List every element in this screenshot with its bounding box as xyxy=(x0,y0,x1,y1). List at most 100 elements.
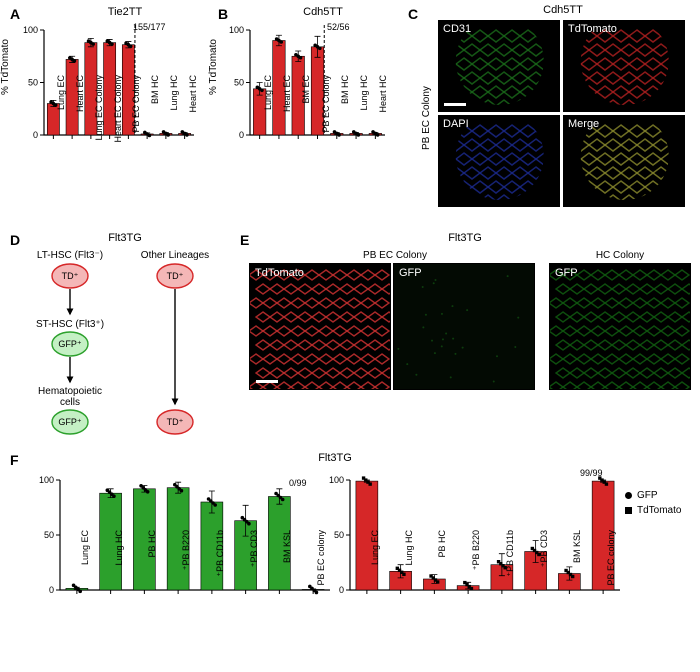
panel-f-ann-left: 0/99 xyxy=(289,478,307,488)
panel-f-xlabel: PB B220⁺ xyxy=(181,530,192,600)
svg-text:Hematopoieticcells: Hematopoieticcells xyxy=(38,386,102,408)
panel-f-xlabel: PB CD11b⁺ xyxy=(505,530,516,600)
svg-text:50: 50 xyxy=(28,78,38,88)
microscopy-tile-label: GFP xyxy=(399,267,422,279)
panel-a-ylabel: % TdTomato xyxy=(0,39,11,95)
panel-b-xlabel: BM EC xyxy=(301,75,311,145)
svg-text:TD⁺: TD⁺ xyxy=(167,271,184,281)
microscopy-tile-label: TdTomato xyxy=(255,267,304,279)
svg-text:LT-HSC (Flt3⁻): LT-HSC (Flt3⁻) xyxy=(37,250,103,261)
microscopy-tile: TdTomato xyxy=(563,20,685,112)
svg-text:TD⁺: TD⁺ xyxy=(62,271,79,281)
svg-text:50: 50 xyxy=(44,530,54,540)
panel-e-grid: TdTomato GFP GFP xyxy=(250,264,690,394)
svg-text:50: 50 xyxy=(334,530,344,540)
svg-text:100: 100 xyxy=(329,475,344,485)
microscopy-tile-label: DAPI xyxy=(443,118,469,130)
panel-f-legend: GFP TdTomato xyxy=(625,490,681,516)
panel-b-xlabel: BM HC xyxy=(340,75,350,145)
panel-f-xlabel: Lung HC xyxy=(404,530,414,600)
panel-b-xlabel: PB EC Colony xyxy=(321,75,331,145)
panel-a-xlabel: Lung HC xyxy=(169,75,179,145)
microscopy-tile: Merge xyxy=(563,115,685,207)
panel-a-xlabel: Lung EC Colony xyxy=(94,75,104,145)
panel-c-side-label: PB EC Colony xyxy=(421,86,432,150)
panel-b-xlabel: Heart HC xyxy=(378,75,388,145)
microscopy-tile-label: GFP xyxy=(555,267,578,279)
svg-text:TD⁺: TD⁺ xyxy=(167,417,184,427)
microscopy-tile-label: CD31 xyxy=(443,23,471,35)
panel-f-xlabel: PB CD3⁺ xyxy=(249,530,260,600)
panel-b-annotation: 52/56 xyxy=(327,22,350,32)
panel-e-left-label: PB EC Colony xyxy=(320,250,470,261)
panel-a-xlabel: BM HC xyxy=(150,75,160,145)
panel-c-label: C xyxy=(408,6,418,22)
panel-f-ann-right: 99/99 xyxy=(580,468,603,478)
microscopy-tile: TdTomato xyxy=(250,264,390,389)
panel-e-label: E xyxy=(240,232,249,248)
legend-td: TdTomato xyxy=(625,505,681,516)
scale-bar xyxy=(256,380,278,383)
panel-a-xlabel: Heart EC Colony xyxy=(113,75,123,145)
panel-c-grid: CD31 TdTomato DAPI Merge xyxy=(438,20,688,208)
panel-c: C Cdh5TT PB EC Colony CD31 TdTomato DAPI Me… xyxy=(408,0,688,215)
svg-text:GFP⁺: GFP⁺ xyxy=(58,417,82,427)
microscopy-tile-label: Merge xyxy=(568,118,599,130)
panel-f-xlabel: PB CD3⁺ xyxy=(539,530,550,600)
panel-b-title: Cdh5TT xyxy=(268,6,378,18)
panel-f-xlabel: PB HC xyxy=(147,530,157,600)
panel-f-xlabel: PB B220⁺ xyxy=(471,530,482,600)
panel-b-xlabel: Heart EC xyxy=(282,75,292,145)
panel-b-xlabel: Lung EC xyxy=(263,75,273,145)
microscopy-tile: DAPI xyxy=(438,115,560,207)
panel-f-xlabel: PB HC xyxy=(437,530,447,600)
svg-text:100: 100 xyxy=(23,25,38,35)
legend-gfp-label: GFP xyxy=(637,490,658,501)
panel-e: E Flt3TG PB EC Colony HC Colony TdTomato… xyxy=(240,232,690,407)
panel-f-xlabel: PB EC colony xyxy=(316,530,326,600)
microscopy-tile-label: TdTomato xyxy=(568,23,617,35)
svg-text:0: 0 xyxy=(33,130,38,140)
panel-e-title: Flt3TG xyxy=(410,232,520,244)
svg-text:0: 0 xyxy=(239,130,244,140)
panel-e-right-label: HC Colony xyxy=(550,250,690,261)
svg-text:ST-HSC (Flt3⁺): ST-HSC (Flt3⁺) xyxy=(36,319,104,330)
legend-td-label: TdTomato xyxy=(637,505,681,516)
panel-c-title: Cdh5TT xyxy=(508,4,618,16)
panel-f-xlabel: Lung EC xyxy=(370,530,380,600)
microscopy-tile: GFP xyxy=(550,264,690,389)
panel-f-xlabel: BM KSL xyxy=(282,530,292,600)
panel-a-xlabel: Heart HC xyxy=(188,75,198,145)
scale-bar xyxy=(444,103,466,106)
panel-d: D Flt3TG LT-HSC (Flt3⁻)Other LineagesTD⁺… xyxy=(10,232,225,452)
panel-a-xlabel: PB EC Colony xyxy=(131,75,141,145)
legend-gfp: GFP xyxy=(625,490,681,501)
panel-a-xlabel: Lung EC xyxy=(56,75,66,145)
panel-f-label: F xyxy=(10,452,19,468)
panel-d-diagram: LT-HSC (Flt3⁻) Other Lineages TD⁺ ST-HSC (F… xyxy=(10,244,225,454)
panel-f-xlabel: Lung EC xyxy=(80,530,90,600)
panel-b-xlabel: Lung HC xyxy=(359,75,369,145)
panel-f: F Flt3TG 050100050100 Lung ECLung HCPB H… xyxy=(10,450,690,670)
panel-a-annotation: 155/177 xyxy=(133,22,166,32)
panel-a-xlabel: Heart EC xyxy=(75,75,85,145)
panel-f-xlabel: PB EC colony xyxy=(606,530,616,600)
square-icon xyxy=(625,507,632,514)
circle-icon xyxy=(625,492,632,499)
panel-a-title: Tie2TT xyxy=(70,6,180,18)
svg-text:0: 0 xyxy=(49,585,54,595)
svg-text:Other Lineages: Other Lineages xyxy=(141,250,209,261)
svg-text:50: 50 xyxy=(234,78,244,88)
panel-f-xlabel: PB CD11b⁺ xyxy=(215,530,226,600)
microscopy-tile: GFP xyxy=(394,264,534,389)
svg-text:100: 100 xyxy=(39,475,54,485)
panel-b: B Cdh5TT 050100 % TdTomato Lung ECHeart … xyxy=(218,0,398,215)
panel-f-xlabel: Lung HC xyxy=(114,530,124,600)
svg-text:100: 100 xyxy=(229,25,244,35)
panel-a: A Tie2TT 050100 % TdTomato Lung ECHeart … xyxy=(10,0,205,215)
svg-text:GFP⁺: GFP⁺ xyxy=(58,339,82,349)
microscopy-tile: CD31 xyxy=(438,20,560,112)
panel-d-title: Flt3TG xyxy=(80,232,170,244)
panel-f-xlabel: BM KSL xyxy=(572,530,582,600)
svg-text:0: 0 xyxy=(339,585,344,595)
